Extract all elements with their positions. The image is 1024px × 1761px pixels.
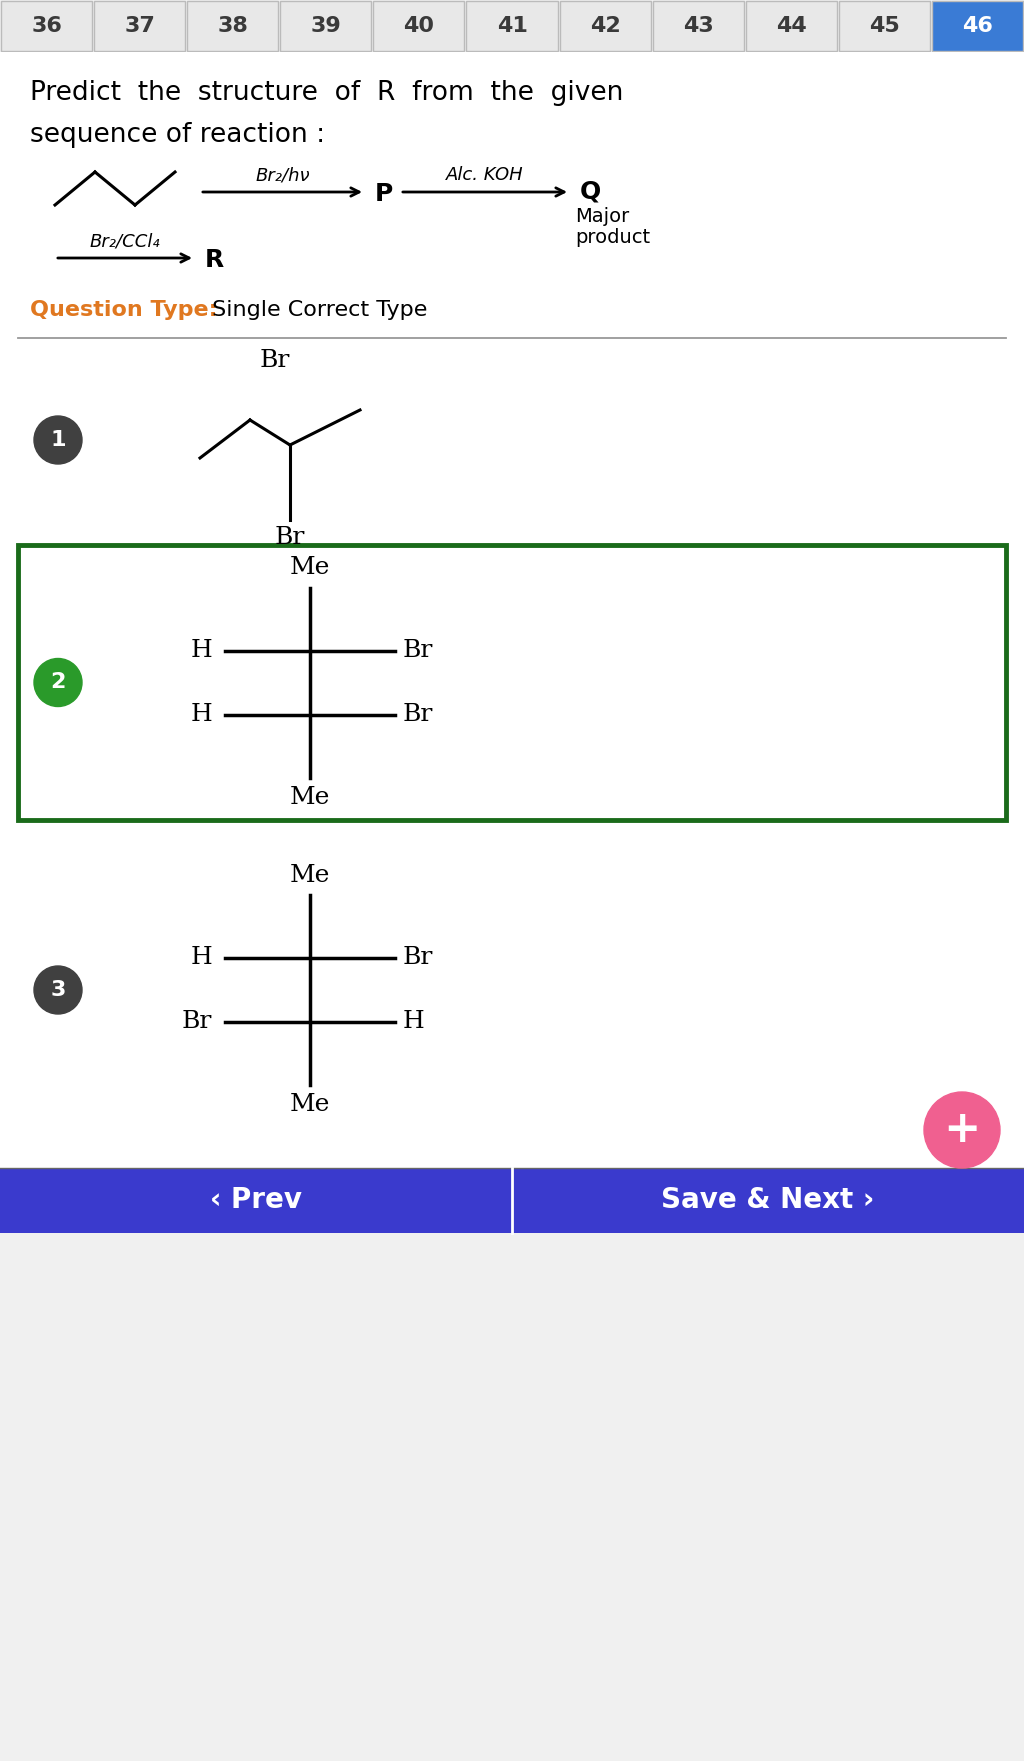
Text: 36: 36 [31,16,62,35]
Bar [839,2,930,51]
Bar [652,2,743,51]
Text: Me: Me [290,556,330,579]
Text: H: H [190,703,212,726]
Bar [281,2,372,51]
Bar [374,2,465,51]
Text: Save & Next ›: Save & Next › [662,1187,874,1215]
Text: Major: Major [575,208,630,225]
Bar [0,1233,1024,1761]
Circle shape [34,416,82,463]
Text: 41: 41 [497,16,527,35]
Bar [18,544,1006,821]
Text: Br₂/hν: Br₂/hν [255,166,309,183]
Text: 37: 37 [124,16,155,35]
Bar [932,2,1023,51]
Circle shape [34,659,82,706]
Text: Single Correct Type: Single Correct Type [205,299,427,321]
Text: product: product [575,227,650,247]
Text: 1: 1 [50,430,66,451]
Text: 2: 2 [50,673,66,692]
Text: H: H [190,946,212,970]
Text: Br: Br [260,349,290,372]
Text: 38: 38 [217,16,248,35]
Bar [467,2,557,51]
Text: 44: 44 [776,16,807,35]
Text: Br: Br [403,946,433,970]
Circle shape [924,1092,1000,1168]
Bar [512,1168,1024,1233]
Text: Me: Me [290,1094,330,1116]
Text: 46: 46 [962,16,993,35]
Text: Q: Q [580,180,601,204]
Bar [94,2,185,51]
Text: H: H [190,639,212,662]
Text: 3: 3 [50,981,66,1000]
Text: 40: 40 [403,16,434,35]
Text: Br: Br [181,1011,212,1034]
Text: Alc. KOH: Alc. KOH [446,166,524,183]
Bar [0,1168,512,1233]
Text: 39: 39 [310,16,341,35]
Text: Br: Br [403,639,433,662]
Text: Br: Br [274,527,305,549]
Circle shape [34,967,82,1014]
Text: 45: 45 [869,16,900,35]
Bar [1,2,92,51]
Text: ‹ Prev: ‹ Prev [210,1187,302,1215]
Text: 42: 42 [590,16,621,35]
Bar [745,2,837,51]
Text: H: H [403,1011,425,1034]
Text: R: R [205,248,224,271]
Text: P: P [375,181,393,206]
Text: Br: Br [403,703,433,726]
Text: Me: Me [290,785,330,808]
Text: Br₂/CCl₄: Br₂/CCl₄ [90,232,161,250]
Text: Me: Me [290,865,330,888]
Bar [559,2,650,51]
Text: 43: 43 [683,16,714,35]
Text: sequence of reaction :: sequence of reaction : [30,122,326,148]
Text: Question Type:: Question Type: [30,299,217,321]
Text: Predict  the  structure  of  R  from  the  given: Predict the structure of R from the give… [30,79,624,106]
Text: +: + [943,1108,981,1152]
Bar [187,2,279,51]
